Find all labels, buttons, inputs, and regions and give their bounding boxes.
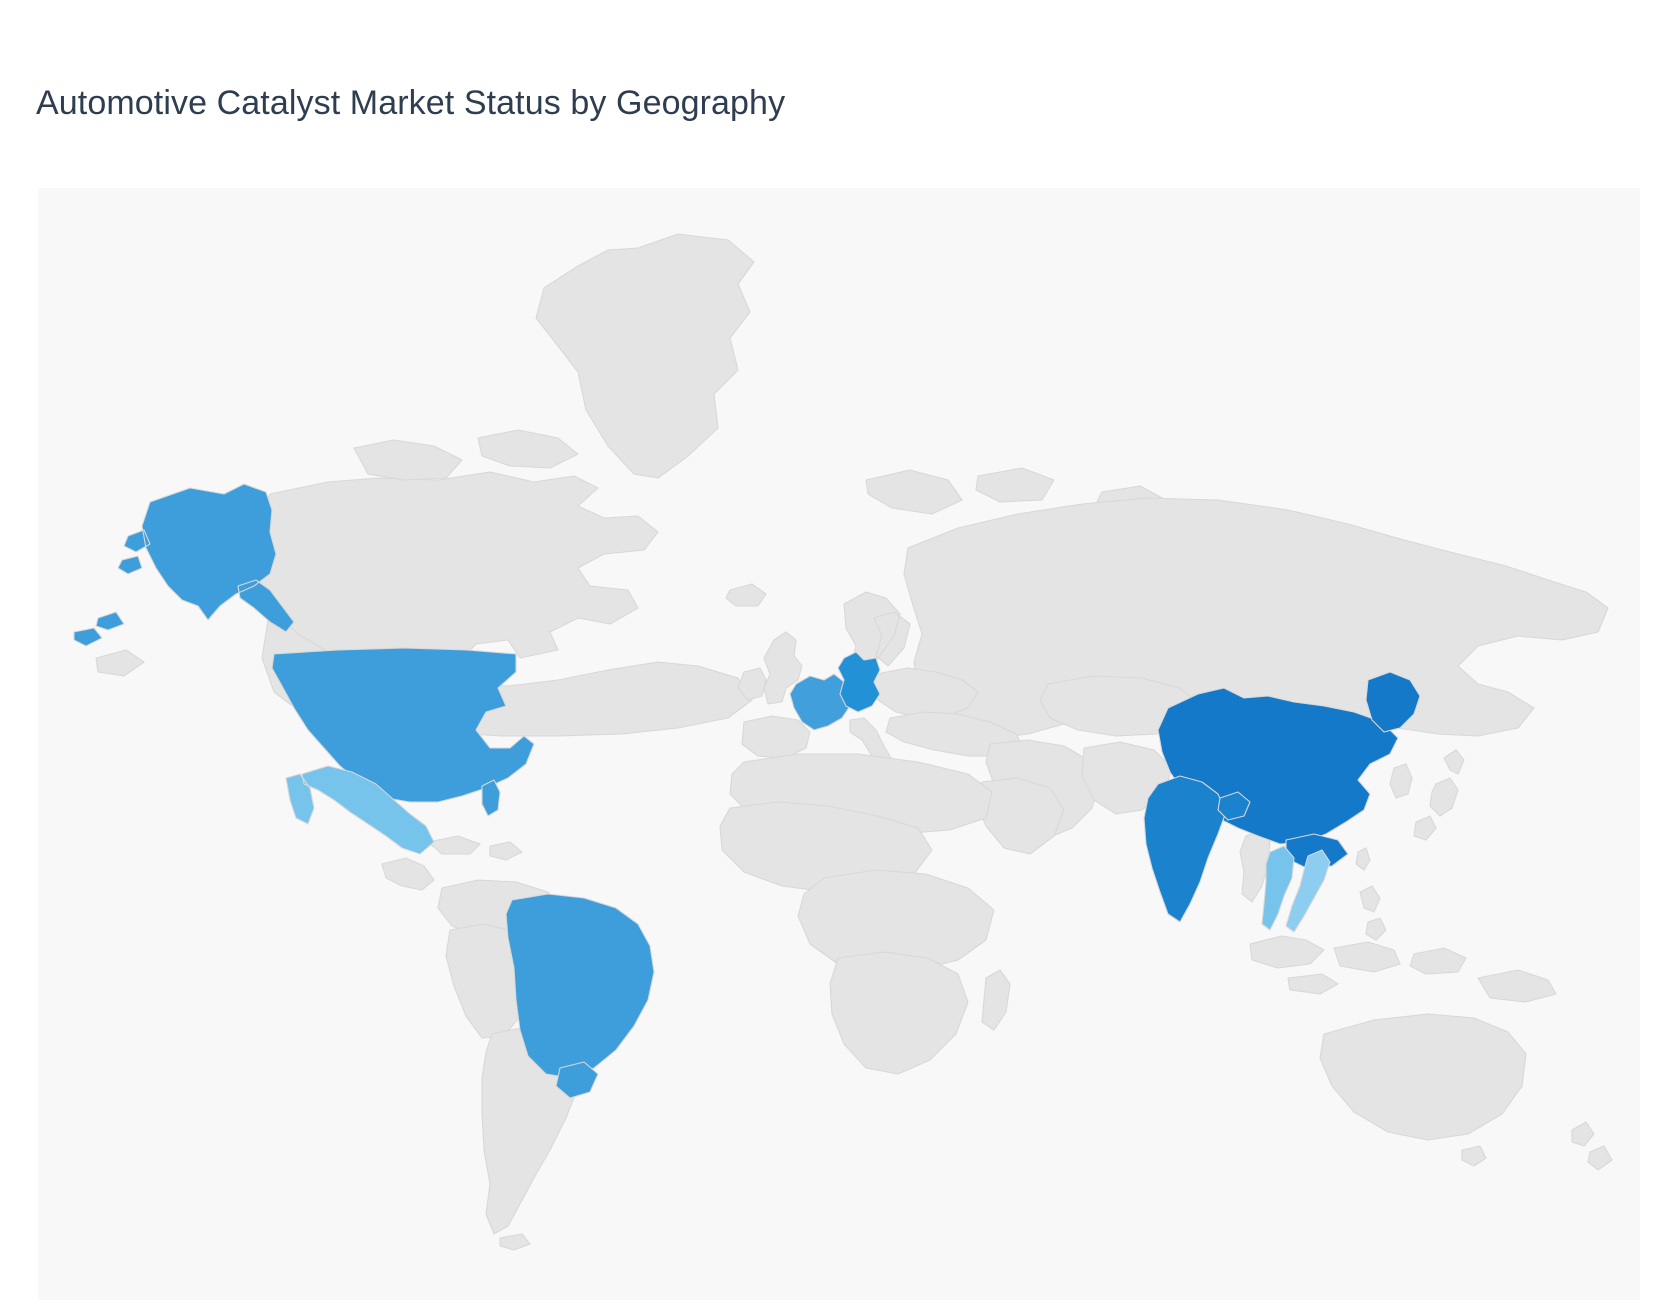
country-japan[interactable] [1414, 750, 1464, 840]
country-germany[interactable] [838, 652, 880, 712]
country-new-zealand[interactable] [1572, 1122, 1612, 1170]
state-alaska[interactable] [74, 484, 294, 646]
island-tasmania[interactable] [1462, 1146, 1486, 1166]
country-brazil[interactable] [506, 894, 654, 1078]
country-korea[interactable] [1390, 764, 1412, 798]
country-united-kingdom[interactable] [764, 632, 802, 704]
region-southern-tip[interactable] [500, 1234, 530, 1250]
arctic-islands[interactable] [354, 430, 1258, 536]
country-united-states-florida[interactable] [482, 780, 500, 816]
country-mexico[interactable] [286, 766, 434, 854]
region-indonesia[interactable] [1250, 936, 1466, 994]
region-southern-africa[interactable] [830, 952, 968, 1074]
country-china-northeast[interactable] [1366, 672, 1420, 732]
country-papua-new-guinea[interactable] [1478, 970, 1556, 1002]
page-title: Automotive Catalyst Market Status by Geo… [36, 84, 786, 122]
country-france[interactable] [790, 674, 850, 730]
country-india-northeast[interactable] [1218, 792, 1250, 820]
country-taiwan[interactable] [1356, 848, 1370, 870]
highlighted-countries-layer [74, 484, 1420, 1098]
country-greenland[interactable] [536, 234, 754, 478]
country-united-states[interactable] [272, 648, 534, 802]
region-caribbean[interactable] [428, 836, 522, 860]
country-ireland[interactable] [738, 668, 766, 700]
country-thailand[interactable] [1262, 846, 1294, 930]
country-india[interactable] [1144, 776, 1226, 922]
country-iceland[interactable] [726, 584, 766, 606]
country-vietnam[interactable] [1286, 850, 1330, 932]
aleutian-gray-islands[interactable] [96, 650, 144, 676]
country-australia[interactable] [1320, 1014, 1526, 1140]
country-iberia[interactable] [742, 716, 810, 758]
region-central-america[interactable] [382, 858, 434, 890]
world-map[interactable] [38, 188, 1640, 1300]
country-philippines[interactable] [1360, 886, 1386, 940]
island-madagascar[interactable] [982, 970, 1010, 1030]
map-panel[interactable] [38, 188, 1640, 1300]
country-brazil-south[interactable] [556, 1062, 598, 1098]
